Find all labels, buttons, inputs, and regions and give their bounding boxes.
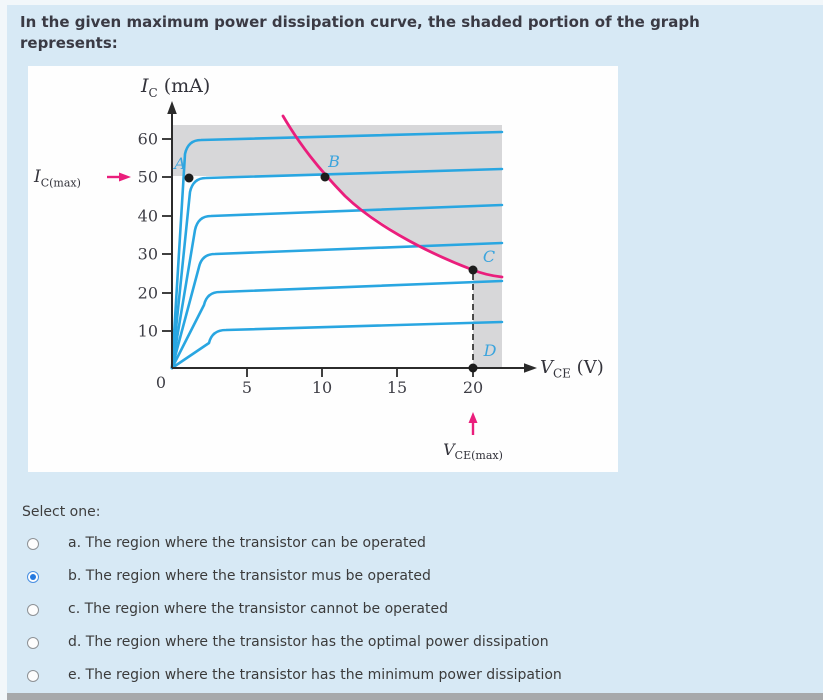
vce-max-symbol: V (443, 440, 455, 459)
collector-curve-20 (170, 279, 504, 370)
figure-panel: 60 50 40 30 20 10 0 5 10 15 20 A B C D I… (28, 66, 618, 472)
y-axis-subscript: C (148, 85, 158, 100)
point-label-d: D (483, 341, 497, 360)
select-one-prompt: Select one: (22, 504, 101, 520)
vce-max-subscript: CE(max) (454, 449, 503, 463)
y-axis-unit: (mA) (157, 75, 211, 97)
y-tick-20: 20 (138, 284, 158, 303)
option-label-d[interactable]: d. The region where the transistor has t… (68, 634, 549, 650)
y-axis-arrow-icon (167, 101, 177, 114)
collector-curve-60 (170, 130, 504, 370)
origin-label: 0 (156, 373, 166, 392)
y-tick-30: 30 (138, 245, 158, 264)
radio-option-c[interactable] (27, 604, 39, 616)
point-dot-a (184, 173, 194, 183)
x-axis-subscript: CE (553, 366, 571, 381)
x-axis-arrow-icon (524, 363, 537, 373)
max-power-curve (281, 114, 504, 279)
point-dot-c (468, 265, 478, 275)
power-dissipation-chart: 60 50 40 30 20 10 0 5 10 15 20 A B C D (107, 101, 537, 435)
radio-option-e[interactable] (27, 670, 39, 682)
point-label-b: B (327, 152, 340, 171)
x-axis-title: VCE (V) (540, 357, 604, 381)
y-tick-50: 50 (138, 168, 158, 187)
collector-curve-30 (170, 241, 504, 370)
point-label-c: C (483, 247, 495, 266)
x-tick-15: 15 (387, 378, 407, 397)
x-tick-10: 10 (312, 378, 332, 397)
ic-max-arrowhead-icon (119, 172, 131, 182)
vce-max-label: VCE(max) (426, 440, 520, 462)
option-row-e[interactable]: e. The region where the transistor has t… (7, 667, 823, 689)
point-label-a: A (172, 154, 186, 173)
x-tick-20: 20 (463, 378, 483, 397)
y-tick-60: 60 (138, 130, 158, 149)
option-row-c[interactable]: c. The region where the transistor canno… (7, 601, 823, 623)
ic-max-label: IC(max) (34, 167, 81, 189)
question-container: In the given maximum power dissipation c… (7, 5, 823, 693)
collector-curve-10 (170, 320, 504, 370)
y-tick-40: 40 (138, 207, 158, 226)
x-tick-5: 5 (242, 378, 252, 397)
point-dot-b (320, 172, 330, 182)
option-label-e[interactable]: e. The region where the transistor has t… (68, 667, 562, 683)
x-axis-unit: (V) (570, 357, 604, 378)
vce-max-arrowhead-icon (468, 412, 478, 423)
y-axis-title: IC (mA) (141, 75, 210, 100)
option-label-b[interactable]: b. The region where the transistor mus b… (68, 568, 431, 584)
option-row-d[interactable]: d. The region where the transistor has t… (7, 634, 823, 656)
option-label-c[interactable]: c. The region where the transistor canno… (68, 601, 448, 617)
bottom-divider (7, 693, 823, 700)
option-row-b[interactable]: b. The region where the transistor mus b… (7, 568, 823, 590)
collector-curve-50 (170, 167, 504, 370)
x-axis-symbol: V (540, 357, 553, 378)
option-row-a[interactable]: a. The region where the transistor can b… (7, 535, 823, 557)
radio-option-b[interactable] (27, 571, 39, 583)
y-axis-symbol: I (141, 75, 149, 97)
ic-max-subscript: C(max) (40, 176, 81, 190)
question-text: In the given maximum power dissipation c… (20, 13, 700, 52)
radio-option-d[interactable] (27, 637, 39, 649)
y-tick-10: 10 (138, 322, 158, 341)
point-dot-d (468, 363, 478, 373)
shaded-region (172, 125, 502, 368)
radio-option-a[interactable] (27, 538, 39, 550)
collector-curve-40 (170, 203, 504, 370)
axis-ticks (162, 138, 474, 377)
option-label-a[interactable]: a. The region where the transistor can b… (68, 535, 426, 551)
ic-max-symbol: I (34, 167, 41, 187)
